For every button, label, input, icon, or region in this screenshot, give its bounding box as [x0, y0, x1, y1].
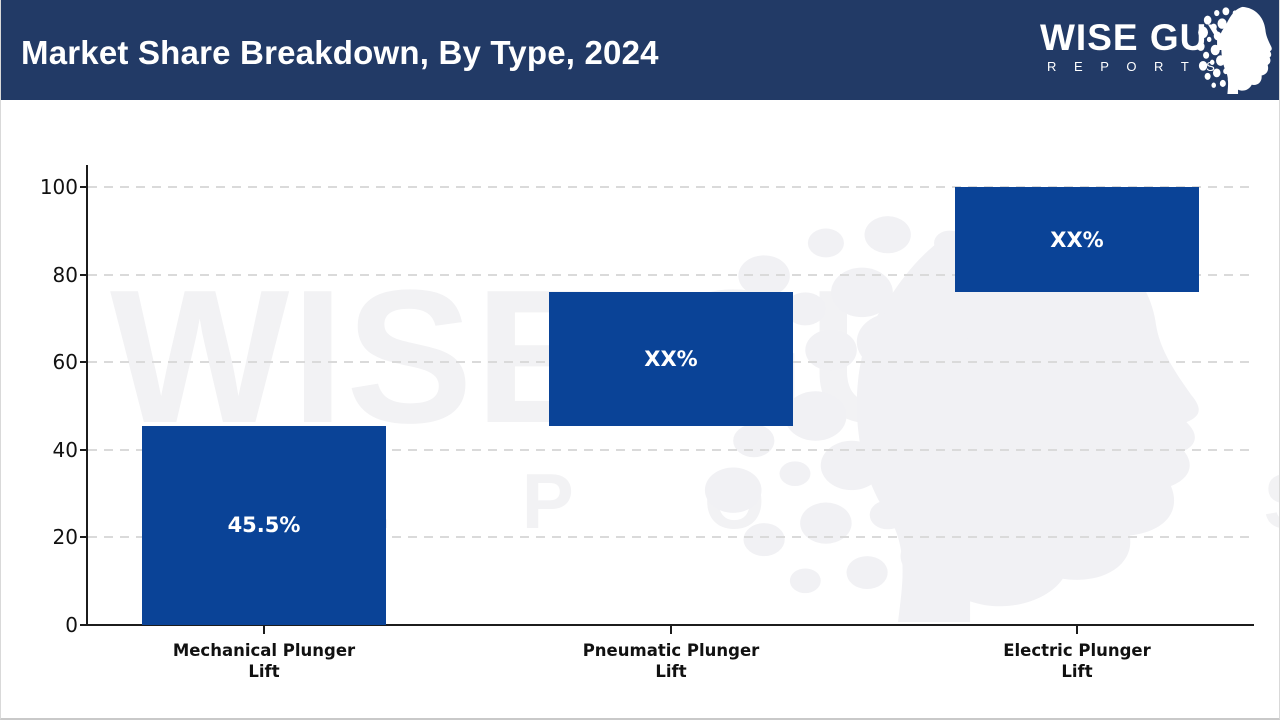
brand-logo-subtext: R E P O R T S: [1047, 59, 1222, 74]
brand-face-logo-icon: [1197, 6, 1272, 94]
x-category-label: Pneumatic Plunger Lift: [582, 641, 760, 681]
y-tick-label: 100: [39, 175, 78, 199]
header-bar: Market Share Breakdown, By Type, 2024 WI…: [0, 0, 1280, 100]
bar-segment: [549, 292, 793, 426]
y-tick-mark: [80, 273, 87, 276]
page-title: Market Share Breakdown, By Type, 2024: [21, 34, 659, 71]
y-tick-label: 40: [52, 437, 78, 462]
y-tick-mark: [80, 361, 87, 364]
bar-value-label: XX%: [1050, 227, 1104, 252]
gridline-y-20: [88, 536, 1253, 539]
y-axis-spine: [86, 165, 88, 626]
y-tick-label: 60: [52, 350, 78, 375]
brand-logo-wordmark: WISE GUY: [1040, 17, 1234, 58]
y-tick-mark: [80, 448, 87, 451]
bar-value-label: XX%: [644, 346, 698, 371]
y-tick-mark: [80, 624, 87, 626]
brand-logo: WISE GUY R E P O R T S: [1040, 17, 1234, 75]
bar-segment: [955, 187, 1199, 293]
x-category-label: Electric Plunger Lift: [1003, 641, 1151, 681]
gridline-y-100: [88, 186, 1253, 188]
x-axis-spine: [86, 624, 1254, 626]
y-tick-mark: [80, 536, 87, 539]
bar-segment: [142, 425, 386, 625]
bar-value-label: 45.5%: [227, 513, 301, 538]
y-tick-label: 20: [52, 525, 78, 550]
y-tick-label: 0: [65, 613, 78, 637]
x-tick-mark: [670, 626, 672, 634]
gridline-y-40: [88, 448, 1253, 451]
gridline-y-80: [88, 273, 1253, 276]
y-tick-mark: [80, 186, 87, 188]
x-tick-mark: [263, 626, 265, 634]
y-tick-label: 80: [52, 262, 78, 287]
x-tick-mark: [1076, 626, 1078, 634]
x-category-label: Mechanical Plunger Lift: [172, 641, 356, 681]
